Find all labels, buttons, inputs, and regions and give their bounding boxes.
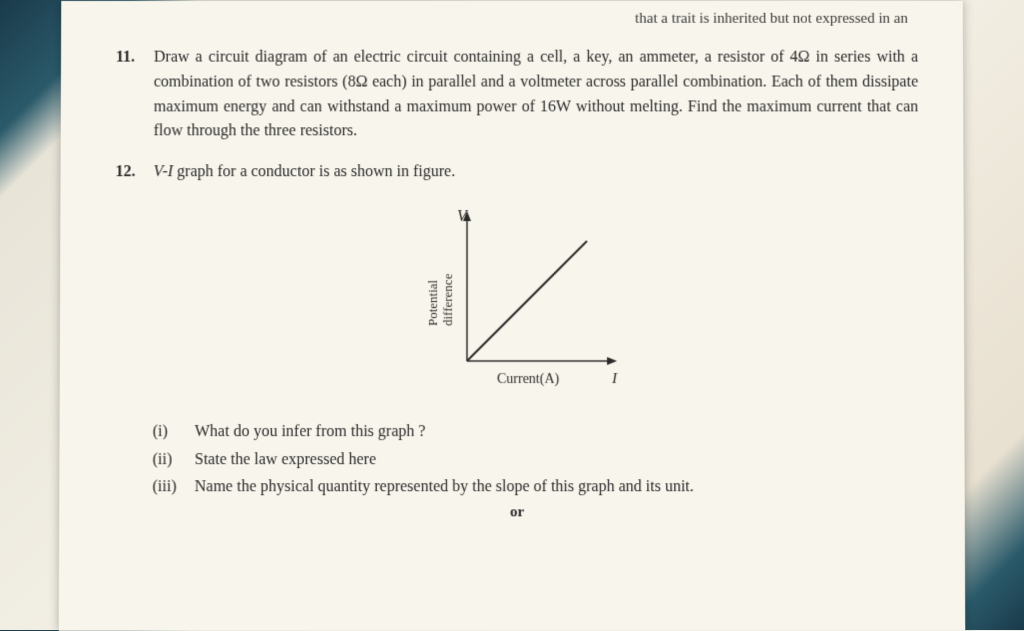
exam-page: that a trait is inherited but not expres… — [59, 1, 965, 631]
sub-questions: (i) What do you infer from this graph ? … — [152, 419, 919, 500]
sub-number: (iii) — [152, 474, 194, 500]
sub-text: What do you infer from this graph ? — [195, 419, 426, 445]
question-text: Draw a circuit diagram of an electric ci… — [154, 46, 919, 145]
sub-item: (ii) State the law expressed here — [153, 447, 920, 473]
y-sublabel-1: Potential — [425, 279, 440, 326]
question-intro: V-I graph for a conductor is as shown in… — [153, 160, 918, 185]
vi-line — [467, 241, 587, 361]
sub-text: Name the physical quantity represented b… — [194, 474, 693, 500]
question-12: 12. V-I graph for a conductor is as show… — [115, 160, 918, 185]
question-number: 11. — [116, 46, 154, 145]
sub-number: (i) — [153, 419, 195, 445]
question-11: 11. Draw a circuit diagram of an electri… — [116, 46, 919, 145]
x-end-label: I — [611, 371, 618, 387]
vi-italic: V-I — [153, 163, 173, 180]
partial-top-line: that a trait is inherited but not expres… — [116, 11, 918, 28]
sub-text: State the law expressed here — [195, 447, 377, 473]
question-number: 12. — [115, 160, 153, 185]
intro-rest: graph for a conductor is as shown in fig… — [177, 163, 455, 180]
sub-number: (ii) — [153, 447, 195, 473]
vi-graph-svg: V Potential difference Current(A) I — [387, 201, 647, 401]
or-separator: or — [114, 504, 919, 521]
sub-item: (i) What do you infer from this graph ? — [153, 419, 920, 445]
x-arrow — [607, 357, 617, 365]
sub-item: (iii) Name the physical quantity represe… — [152, 474, 919, 500]
vi-graph-figure: V Potential difference Current(A) I — [115, 201, 920, 401]
x-label: Current(A) — [497, 372, 560, 387]
y-sublabel-2: difference — [440, 273, 455, 326]
